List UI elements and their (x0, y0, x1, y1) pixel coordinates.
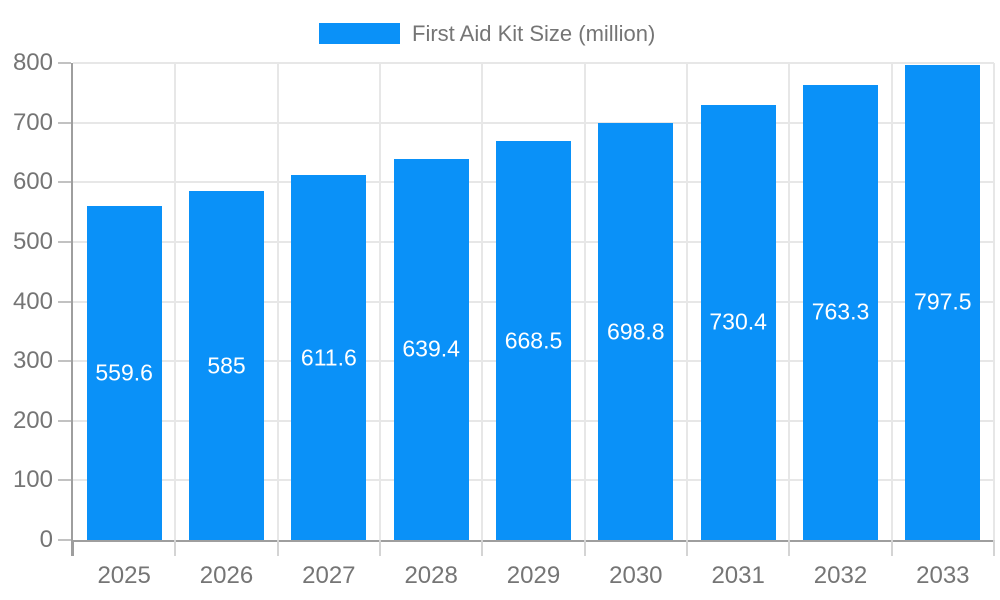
y-axis-tick-label: 500 (12, 227, 53, 255)
x-tick-6 (686, 540, 688, 556)
x-tick-2 (276, 540, 279, 556)
x-gridline-1 (174, 63, 177, 540)
x-axis-tick-label-2029: 2029 (506, 562, 561, 589)
x-tick-4 (481, 540, 484, 556)
y-tick-500 (58, 240, 71, 243)
legend-label: First Aid Kit Size (million) (412, 20, 656, 46)
y-axis-tick-label: 400 (12, 287, 53, 315)
y-axis-tick-label: 800 (12, 49, 53, 76)
bar-2026[interactable] (189, 191, 264, 540)
x-tick-1 (174, 540, 177, 556)
x-gridline-9 (993, 63, 995, 540)
plot-area: 0 100 200 300 400 500 600 700 800 559.6 2025 585 202… (13, 49, 995, 589)
bar-value-label-2029: 668.5 (504, 327, 563, 354)
bar-value-label-2032: 763.3 (811, 298, 870, 325)
x-tick-9 (993, 540, 995, 556)
x-gridline-3 (379, 63, 381, 540)
x-tick-3 (379, 540, 381, 556)
x-tick-0 (72, 540, 74, 556)
bar-2029[interactable] (496, 141, 571, 540)
y-axis-tick-label: 0 (39, 526, 53, 553)
y-axis-tick-label: 200 (12, 406, 53, 434)
x-gridline-7 (788, 63, 791, 540)
bar-value-label-2025: 559.6 (95, 359, 153, 386)
y-axis-tick-label: 700 (12, 108, 53, 136)
y-tick-400 (58, 300, 71, 303)
y-axis-tick-label: 600 (12, 168, 53, 196)
x-tick-5 (583, 540, 586, 556)
y-gridline-800 (73, 62, 994, 64)
x-gridline-5 (583, 63, 586, 540)
bar-value-label-2031: 730.4 (709, 308, 767, 335)
x-axis-tick-label-2033: 2033 (916, 562, 970, 589)
x-axis-tick-label-2032: 2032 (813, 562, 868, 589)
x-gridline-6 (686, 63, 688, 540)
chart-legend[interactable]: First Aid Kit Size (million) (319, 20, 656, 46)
x-gridline-2 (276, 63, 279, 540)
y-tick-0 (58, 539, 71, 541)
x-tick-8 (890, 540, 893, 556)
x-axis-tick-label-2031: 2031 (711, 562, 765, 589)
bar-2028[interactable] (393, 158, 469, 540)
bar-2025[interactable] (86, 206, 162, 540)
x-axis-tick-label-2028: 2028 (404, 562, 458, 589)
bar-value-label-2026: 585 (207, 352, 246, 379)
x-axis-tick-label-2025: 2025 (97, 562, 151, 589)
y-tick-200 (58, 419, 71, 422)
y-tick-100 (58, 479, 71, 482)
bar-2031[interactable] (700, 104, 776, 540)
y-tick-300 (58, 360, 71, 363)
bar-value-label-2027: 611.6 (300, 344, 357, 371)
x-tick-7 (788, 540, 791, 556)
x-gridline-4 (481, 63, 484, 540)
y-gridline-700 (73, 121, 994, 124)
y-tick-600 (58, 181, 71, 184)
bar-2027[interactable] (291, 175, 367, 540)
x-axis-tick-label-2027: 2027 (302, 562, 356, 589)
x-axis-tick-label-2030: 2030 (609, 562, 663, 589)
bar-value-label-2028: 639.4 (402, 335, 460, 362)
bar-2030[interactable] (598, 123, 674, 540)
bar-value-label-2030: 698.8 (607, 318, 665, 345)
y-axis-tick-label: 300 (12, 347, 53, 375)
x-gridline-8 (890, 63, 893, 540)
y-tick-800 (58, 62, 71, 64)
x-axis-line (71, 540, 994, 542)
bar-2032[interactable] (803, 84, 878, 540)
y-tick-700 (58, 121, 71, 124)
y-axis-line (71, 63, 73, 556)
bar-value-label-2033: 797.5 (914, 288, 972, 315)
legend-swatch (319, 23, 400, 44)
bar-2033[interactable] (905, 64, 981, 540)
x-axis-tick-label-2026: 2026 (199, 562, 254, 589)
y-axis-tick-label: 100 (12, 466, 53, 494)
